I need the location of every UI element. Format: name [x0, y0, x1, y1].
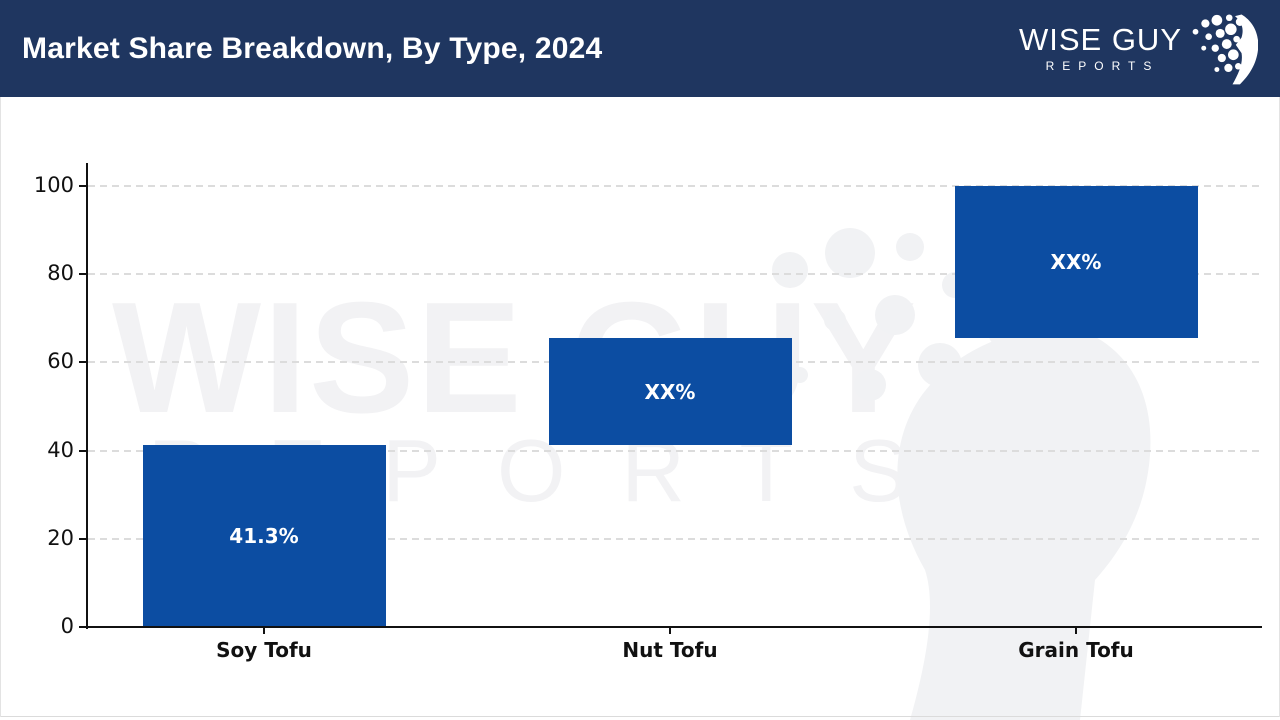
wiseguy-logo: WISE GUY REPORTS — [1019, 6, 1258, 92]
x-tick-mark — [1075, 628, 1077, 634]
y-tick-label: 60 — [47, 349, 74, 374]
y-tick-label: 20 — [47, 525, 74, 550]
y-axis-line — [86, 163, 88, 629]
x-tick-mark — [263, 628, 265, 634]
y-tick-label: 40 — [47, 437, 74, 462]
bar-value-label: XX% — [1050, 250, 1102, 275]
y-tick-label: 0 — [60, 614, 74, 638]
gridline-20 — [88, 537, 1262, 540]
y-tick-mark — [79, 185, 88, 187]
logo-text: WISE GUY REPORTS — [1019, 24, 1182, 73]
gridline-100 — [88, 185, 1262, 187]
bar-grain-tofu: XX% — [954, 186, 1198, 339]
y-tick-label: 100 — [33, 173, 74, 197]
x-category-label: Nut Tofu — [622, 638, 718, 662]
x-tick-mark — [669, 628, 671, 634]
bar-value-label: 41.3% — [229, 523, 299, 548]
logo-face-icon — [1192, 13, 1258, 84]
header-bar: Market Share Breakdown, By Type, 2024 WI… — [0, 0, 1280, 97]
y-tick-mark — [79, 449, 88, 452]
bar-nut-tofu: XX% — [548, 338, 792, 445]
bar-soy-tofu: 41.3% — [142, 444, 386, 627]
y-tick-mark — [79, 537, 88, 540]
logo-wordmark: WISE GUY — [1018, 22, 1182, 57]
gridline-80 — [88, 273, 1262, 276]
logo-subtitle: REPORTS — [1045, 59, 1160, 73]
x-axis-line — [86, 626, 1262, 628]
y-tick-label: 80 — [47, 261, 74, 286]
left-edge-border — [0, 97, 1, 717]
bar-value-label: XX% — [644, 379, 696, 404]
x-category-label: Soy Tofu — [216, 638, 312, 662]
y-tick-mark — [79, 626, 88, 628]
y-tick-mark — [79, 361, 88, 364]
x-category-label: Grain Tofu — [1018, 638, 1134, 662]
bottom-divider — [0, 716, 1280, 717]
y-tick-mark — [79, 273, 88, 276]
gridline-40 — [88, 449, 1262, 452]
chart-title: Market Share Breakdown, By Type, 2024 — [22, 31, 603, 65]
